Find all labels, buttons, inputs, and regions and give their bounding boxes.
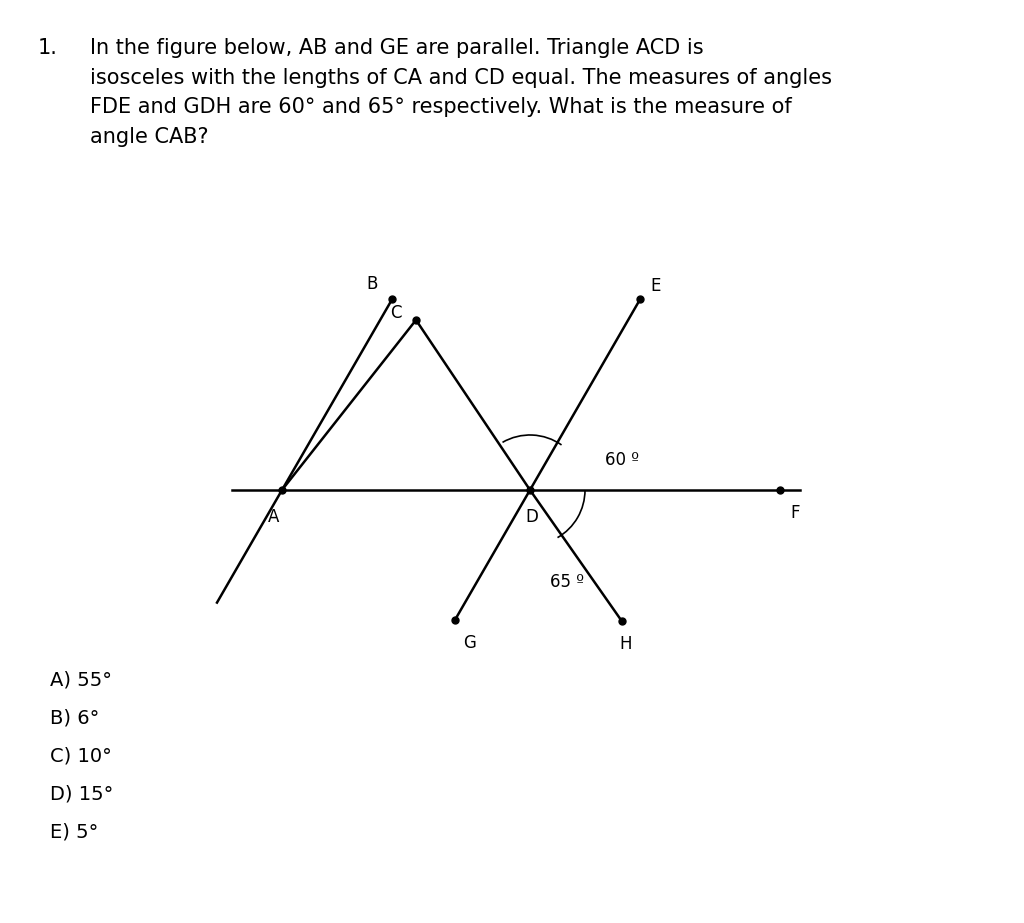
Text: G: G — [463, 634, 476, 652]
Text: B: B — [367, 275, 378, 294]
Text: A: A — [268, 508, 280, 526]
Text: E) 5°: E) 5° — [50, 822, 98, 841]
Text: E: E — [650, 278, 660, 295]
Text: D) 15°: D) 15° — [50, 784, 114, 803]
Text: C: C — [390, 304, 402, 322]
Text: C) 10°: C) 10° — [50, 746, 112, 765]
Text: 60 º: 60 º — [605, 451, 639, 469]
Text: In the figure below, AB and GE are parallel. Triangle ACD is
isosceles with the : In the figure below, AB and GE are paral… — [90, 38, 831, 147]
Text: F: F — [790, 504, 800, 522]
Text: D: D — [525, 508, 539, 526]
Text: 65 º: 65 º — [550, 573, 584, 591]
Text: H: H — [620, 635, 632, 653]
Text: A) 55°: A) 55° — [50, 670, 112, 689]
Text: 1.: 1. — [38, 38, 58, 58]
Text: B) 6°: B) 6° — [50, 708, 99, 727]
